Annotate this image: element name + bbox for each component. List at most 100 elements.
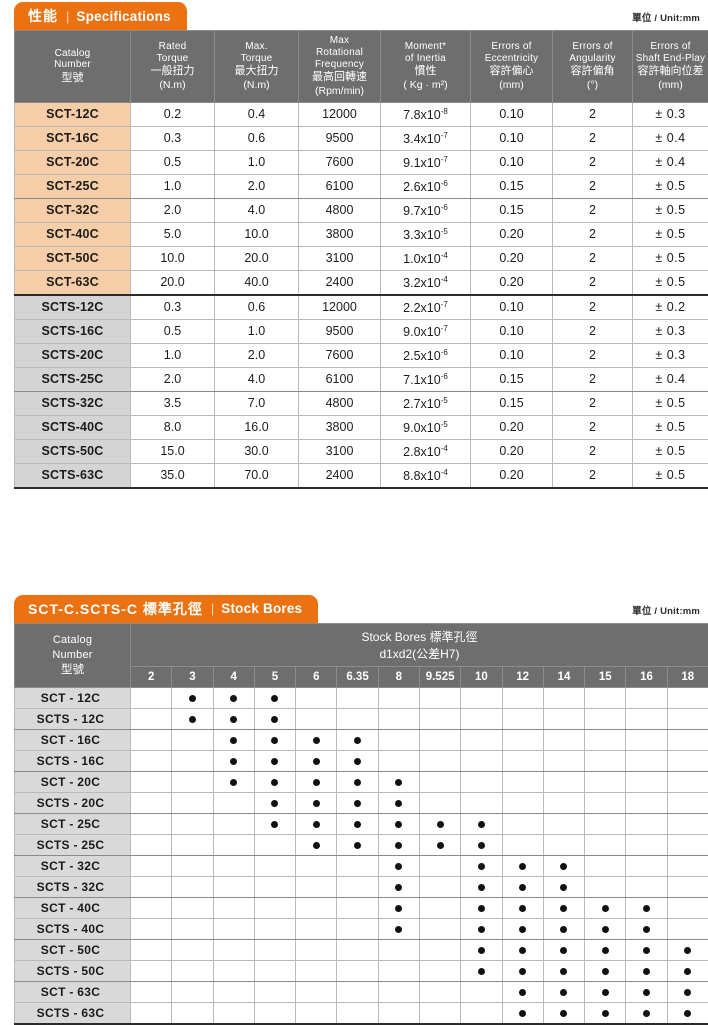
spec-cell-model: SCTS-40C <box>15 415 131 439</box>
bores-cell-model: SCT - 32C <box>15 856 131 877</box>
spec-cell-shaft-end-play: ± 0.3 <box>633 343 708 367</box>
bore-cell-3 <box>172 982 213 1003</box>
spec-cell-max-rpm: 3100 <box>299 439 381 463</box>
specifications-table-head: Catalog Number 型號 Rated Torque 一般扭力 (N.m… <box>15 31 708 103</box>
bore-cell-8 <box>378 940 419 961</box>
spec-cell-moment-of-inertia: 1.0x10-4 <box>381 246 471 270</box>
bore-cell-15 <box>585 1003 626 1025</box>
spec-cell-model: SCT-20C <box>15 150 131 174</box>
spec-cell-angularity: 2 <box>553 222 633 246</box>
bore-cell-15 <box>585 961 626 982</box>
spec-cell-max-torque: 2.0 <box>215 343 299 367</box>
bore-cell-15 <box>585 814 626 835</box>
available-dot-icon <box>602 905 609 912</box>
available-dot-icon <box>313 758 320 765</box>
bore-cell-12 <box>502 772 543 793</box>
spec-cell-moment-of-inertia: 9.0x10-7 <box>381 319 471 343</box>
spec-cell-max-torque: 0.6 <box>215 295 299 320</box>
bore-size-header-8: 8 <box>378 667 419 688</box>
bore-cell-2 <box>131 772 172 793</box>
available-dot-icon <box>643 1010 650 1017</box>
available-dot-icon <box>230 737 237 744</box>
col-header-rated-unit: (N.m) <box>132 79 213 91</box>
stock-bores-title-cn: SCT-C.SCTS-C 標準孔徑 <box>28 599 203 619</box>
spec-cell-moment-of-inertia: 2.6x10-6 <box>381 174 471 198</box>
spec-cell-max-rpm: 3100 <box>299 246 381 270</box>
spec-cell-moment-of-inertia: 9.7x10-6 <box>381 198 471 222</box>
spec-cell-moment-of-inertia: 3.4x10-7 <box>381 126 471 150</box>
bore-cell-15 <box>585 982 626 1003</box>
available-dot-icon <box>395 926 402 933</box>
col-header-bores-catalog-number: Catalog Number 型號 <box>15 623 131 688</box>
bores-cell-model: SCTS - 40C <box>15 919 131 940</box>
available-dot-icon <box>560 968 567 975</box>
available-dot-icon <box>684 968 691 975</box>
bore-cell-16 <box>626 919 667 940</box>
bore-cell-9.525 <box>419 751 460 772</box>
col-header-maxtorque-unit: (N.m) <box>216 79 297 91</box>
col-header-catalog-cn: 型號 <box>16 72 129 85</box>
bore-size-header-2: 2 <box>131 667 172 688</box>
bores-cell-model: SCTS - 32C <box>15 877 131 898</box>
spec-cell-rated-torque: 2.0 <box>131 198 215 222</box>
col-header-rated-cn: 一般扭力 <box>132 65 213 78</box>
available-dot-icon <box>560 947 567 954</box>
bore-cell-18 <box>667 772 708 793</box>
bore-cell-3 <box>172 688 213 709</box>
bore-cell-6.35 <box>337 751 378 772</box>
bore-cell-2 <box>131 919 172 940</box>
col-header-inertia-unit: ( Kg · m²) <box>382 79 469 91</box>
bore-cell-18 <box>667 793 708 814</box>
bore-cell-15 <box>585 793 626 814</box>
available-dot-icon <box>313 737 320 744</box>
stock-bores-unit-note: 單位 / Unit:mm <box>632 603 700 617</box>
spec-cell-max-torque: 0.6 <box>215 126 299 150</box>
stock-bores-title-en: Stock Bores <box>221 601 302 616</box>
col-header-endplay-en2: Shaft End-Play <box>634 53 707 65</box>
bore-cell-6 <box>296 961 337 982</box>
bore-cell-8 <box>378 814 419 835</box>
col-header-ang-en2: Angularity <box>554 53 631 65</box>
bore-cell-14 <box>543 688 584 709</box>
spec-cell-model: SCT-32C <box>15 198 131 222</box>
bore-cell-12 <box>502 940 543 961</box>
col-header-catalog-number: Catalog Number 型號 <box>15 31 131 103</box>
bore-cell-4 <box>213 982 254 1003</box>
bore-cell-6.35 <box>337 856 378 877</box>
bore-cell-6 <box>296 919 337 940</box>
bore-cell-12 <box>502 919 543 940</box>
available-dot-icon <box>395 800 402 807</box>
bore-cell-9.525 <box>419 835 460 856</box>
spec-cell-shaft-end-play: ± 0.3 <box>633 102 708 126</box>
spec-cell-model: SCTS-20C <box>15 343 131 367</box>
spec-cell-max-rpm: 9500 <box>299 319 381 343</box>
bore-cell-6 <box>296 814 337 835</box>
bore-cell-5 <box>254 709 295 730</box>
bore-cell-6.35 <box>337 940 378 961</box>
bores-cell-model: SCT - 25C <box>15 814 131 835</box>
bores-catalog-en2: Number <box>15 648 130 662</box>
bore-cell-9.525 <box>419 1003 460 1025</box>
bore-cell-6.35 <box>337 982 378 1003</box>
spec-cell-rated-torque: 35.0 <box>131 463 215 488</box>
bore-cell-6 <box>296 856 337 877</box>
spec-cell-model: SCTS-25C <box>15 367 131 391</box>
col-header-ang-unit: (°) <box>554 79 631 91</box>
spec-cell-moment-of-inertia: 2.8x10-4 <box>381 439 471 463</box>
bore-cell-15 <box>585 898 626 919</box>
bores-catalog-en1: Catalog <box>15 633 130 647</box>
spec-cell-angularity: 2 <box>553 439 633 463</box>
available-dot-icon <box>560 989 567 996</box>
specifications-title-cn: 性能 <box>28 6 58 26</box>
bore-cell-18 <box>667 898 708 919</box>
available-dot-icon <box>313 842 320 849</box>
bore-cell-16 <box>626 856 667 877</box>
col-header-rated-en1: Rated <box>132 41 213 53</box>
bore-cell-5 <box>254 856 295 877</box>
bore-cell-2 <box>131 1003 172 1025</box>
bore-cell-6.35 <box>337 793 378 814</box>
bore-cell-10 <box>461 793 502 814</box>
